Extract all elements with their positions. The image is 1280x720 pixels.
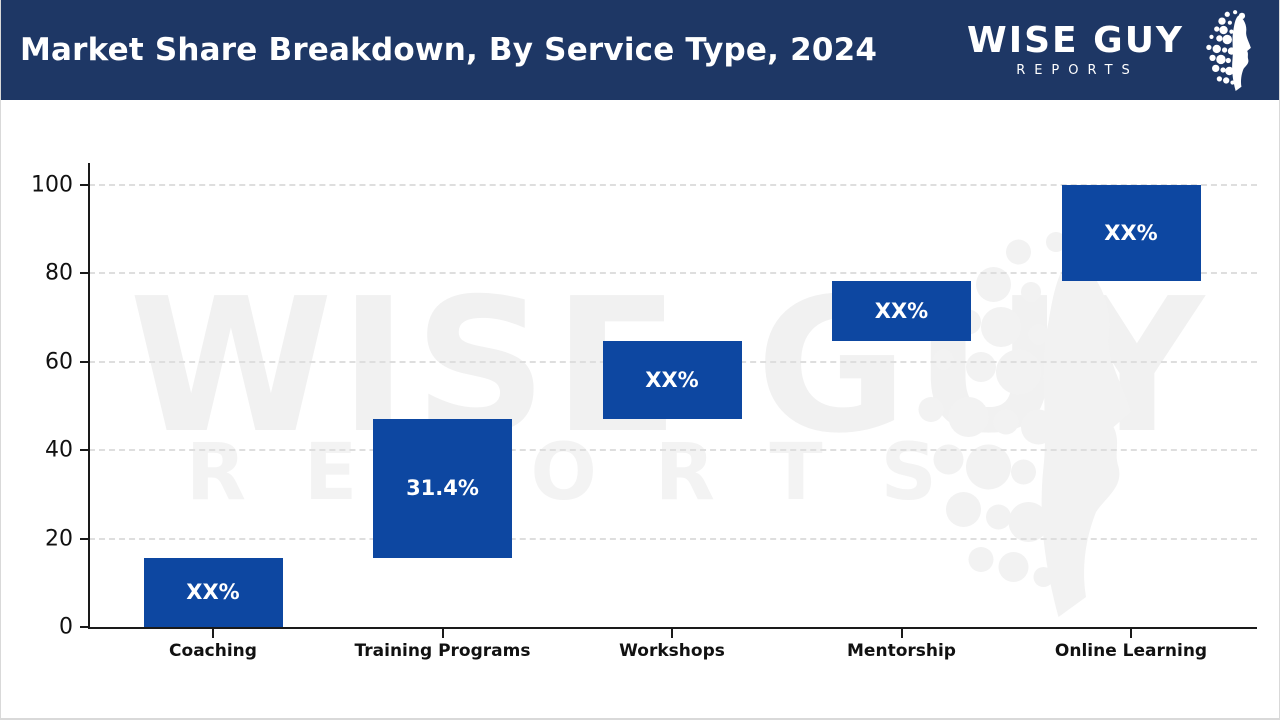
y-tick-mark-100: [80, 184, 89, 186]
bar-mentorship: XX%: [832, 281, 971, 341]
x-tick-label-workshops: Workshops: [619, 641, 725, 661]
bar-online-learning: XX%: [1061, 185, 1201, 282]
y-tick-mark-40: [80, 449, 89, 452]
x-tick-mark-coaching: [212, 629, 214, 638]
brand-logo: WISE GUY REPORTS: [967, 8, 1254, 92]
x-tick-label-mentorship: Mentorship: [847, 641, 956, 661]
y-axis-line: [88, 163, 90, 629]
x-tick-label-online-learning: Online Learning: [1054, 641, 1208, 661]
x-tick-label-training-programs: Training Programs: [354, 641, 531, 661]
y-tick-label-60: 60: [45, 349, 73, 375]
gridline-100: [89, 184, 1257, 186]
bar-coaching: XX%: [143, 557, 283, 627]
x-axis-line: [88, 627, 1257, 629]
header-bar: Market Share Breakdown, By Service Type,…: [1, 0, 1279, 100]
x-tick-label-coaching: Coaching: [169, 641, 257, 661]
y-tick-mark-80: [80, 272, 89, 275]
y-tick-label-80: 80: [45, 260, 73, 286]
gridline-80: [89, 272, 1257, 275]
brand-head-icon: [1190, 8, 1254, 92]
bar-value-label-training-programs: 31.4%: [406, 476, 479, 501]
bar-training-programs: 31.4%: [373, 418, 512, 558]
y-tick-label-0: 0: [59, 614, 73, 640]
y-tick-mark-60: [80, 360, 89, 363]
y-tick-label-40: 40: [45, 437, 73, 463]
x-tick-mark-training-programs: [441, 629, 444, 638]
gridline-40: [89, 449, 1257, 452]
bar-value-label-mentorship: XX%: [874, 299, 929, 324]
brand-logo-text: WISE GUY REPORTS: [966, 19, 1184, 78]
x-tick-mark-mentorship: [900, 629, 903, 638]
bar-value-label-workshops: XX%: [645, 367, 699, 392]
x-tick-mark-online-learning: [1130, 629, 1132, 638]
bar-workshops: XX%: [602, 341, 742, 419]
y-tick-mark-0: [80, 626, 89, 628]
y-tick-label-20: 20: [45, 526, 73, 552]
gridline-20: [89, 537, 1257, 540]
bar-value-label-coaching: XX%: [186, 580, 240, 605]
page-title: Market Share Breakdown, By Service Type,…: [20, 32, 878, 68]
brand-name: WISE GUY: [966, 19, 1184, 61]
watermark-text-line2: REPORTS: [186, 428, 995, 518]
x-tick-mark-workshops: [671, 629, 673, 638]
y-tick-mark-20: [80, 537, 89, 540]
bar-value-label-online-learning: XX%: [1104, 221, 1158, 246]
brand-subtitle: REPORTS: [1016, 62, 1139, 78]
y-tick-label-100: 100: [31, 172, 73, 198]
